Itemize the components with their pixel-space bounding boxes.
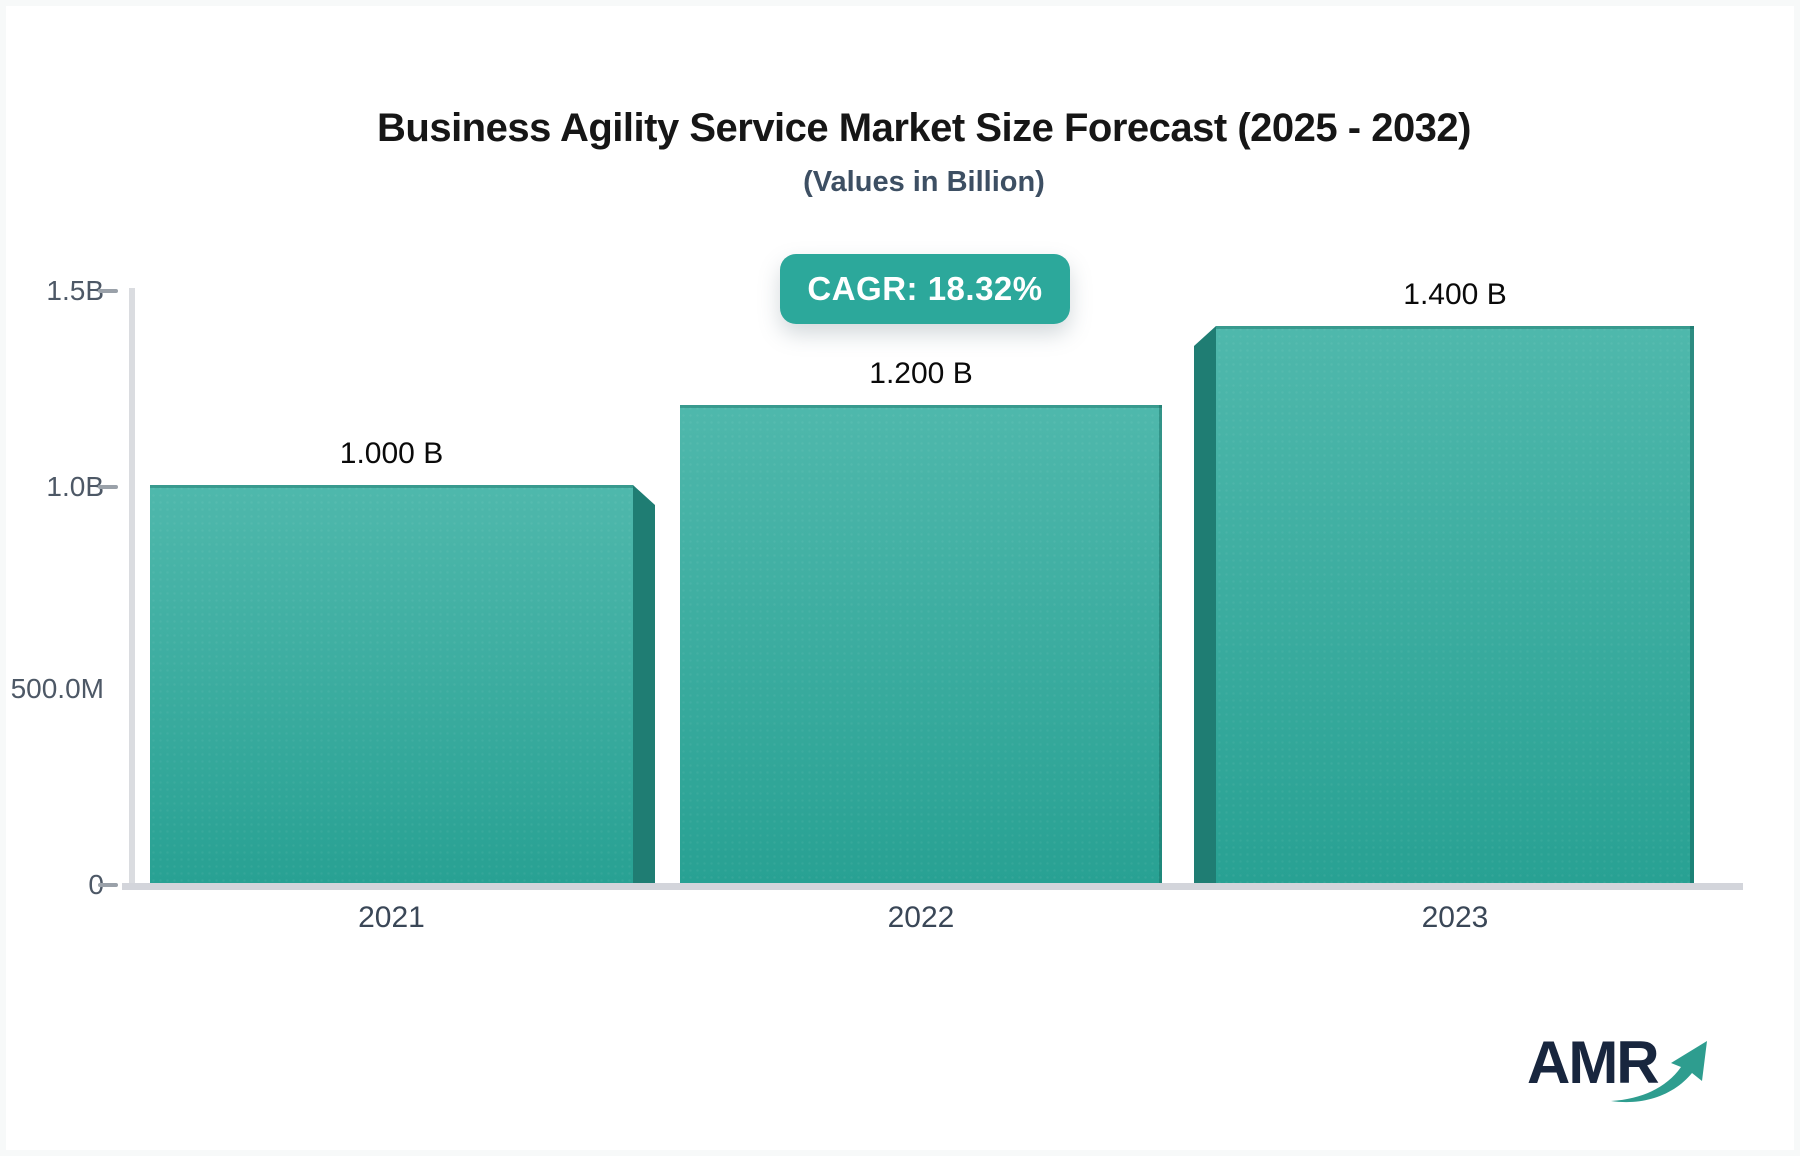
bar-value-label: 1.400 B (1403, 278, 1507, 311)
y-axis-tick (98, 883, 118, 887)
chart-subtitle: (Values in Billion) (803, 166, 1045, 198)
y-axis-line (129, 288, 135, 888)
y-axis-label: 0 (88, 869, 104, 900)
bar-value-label: 1.200 B (869, 357, 973, 390)
bar-3d-side (633, 485, 655, 883)
y-axis-label: 500.0M (10, 673, 104, 704)
amr-logo-text: AMR (1527, 1029, 1660, 1096)
bar-fill (680, 405, 1162, 883)
y-axis-tick (98, 485, 118, 489)
bar-fill (1216, 326, 1694, 883)
x-axis-label: 2023 (1421, 901, 1489, 934)
growth-arrow-icon (1611, 1041, 1707, 1103)
x-axis-label: 2022 (887, 901, 955, 934)
cagr-badge: CAGR: 18.32% (780, 254, 1070, 324)
bar-value-label: 1.000 B (339, 437, 444, 470)
y-axis-label: 1.0B (46, 471, 104, 502)
y-axis-tick (98, 289, 118, 293)
y-axis-label: 1.5B (46, 275, 104, 306)
bar-3d-side (1194, 326, 1216, 883)
cagr-badge-label: CAGR: 18.32% (807, 270, 1043, 307)
x-axis-label: 2021 (358, 901, 425, 934)
bar-fill (150, 485, 633, 883)
amr-logo: AMR (1527, 1028, 1727, 1113)
chart-title: Business Agility Service Market Size For… (377, 106, 1472, 150)
x-axis-baseline (122, 883, 1743, 890)
